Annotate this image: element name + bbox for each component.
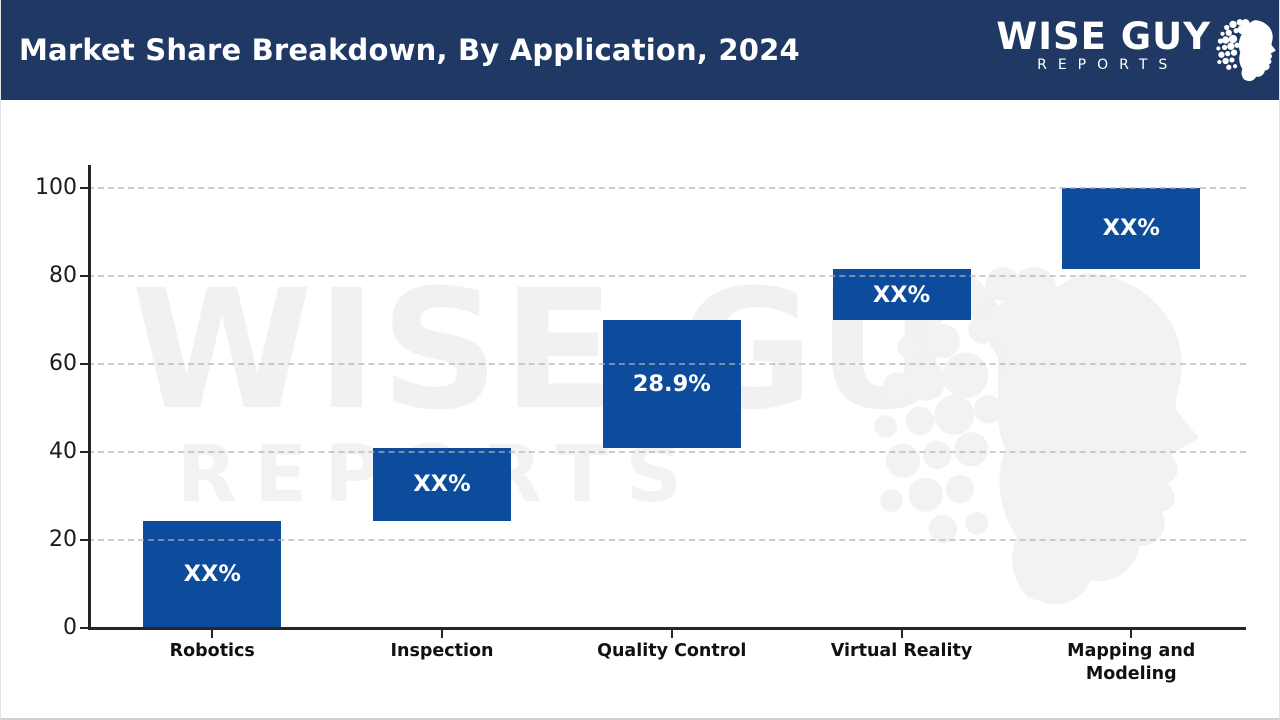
bar-value-label: 28.9%	[632, 370, 711, 397]
bar	[143, 520, 282, 628]
y-tick-mark	[80, 274, 88, 277]
logo-wordmark: WISE GUY REPORTS	[996, 18, 1211, 72]
bar-value-label: XX%	[413, 471, 471, 498]
y-tick-label: 100	[35, 174, 77, 200]
y-gridline	[88, 186, 1246, 189]
x-category-label: Virtual Reality	[830, 641, 973, 661]
page-title: Market Share Breakdown, By Application, …	[19, 33, 800, 67]
y-gridline	[88, 450, 1246, 453]
logo-line1: WISE GUY	[996, 15, 1211, 58]
y-gridline	[88, 274, 1246, 277]
header: Market Share Breakdown, By Application, …	[1, 0, 1279, 100]
x-tick-mark	[670, 629, 673, 638]
y-tick-mark	[80, 450, 88, 453]
x-category-label: Robotics	[169, 641, 255, 661]
y-tick-mark	[80, 362, 88, 365]
y-tick-mark	[80, 538, 88, 541]
x-tick-mark	[441, 629, 443, 638]
x-category-label: Mapping and Modeling	[1067, 641, 1196, 684]
bar-value-label: XX%	[1102, 215, 1160, 242]
bar	[373, 447, 511, 521]
x-tick-mark	[900, 629, 903, 638]
bar	[1062, 187, 1201, 270]
y-tick-label: 20	[49, 526, 77, 552]
x-category-label: Quality Control	[597, 641, 747, 661]
y-tick-mark	[80, 186, 88, 189]
bar	[832, 269, 971, 321]
y-tick-label: 60	[49, 350, 77, 376]
y-tick-label: 40	[49, 438, 77, 464]
y-gridline	[88, 362, 1246, 365]
x-axis-line	[88, 626, 1246, 630]
logo-line2: REPORTS	[1037, 57, 1179, 73]
x-tick-mark	[211, 629, 214, 638]
watermark-face-icon	[874, 267, 1199, 605]
logo-face-icon	[1216, 19, 1276, 82]
y-tick-label: 80	[49, 262, 77, 288]
y-gridline	[88, 538, 1246, 541]
bar-value-label: XX%	[183, 561, 241, 588]
y-axis-line	[88, 165, 91, 630]
y-tick-mark	[80, 626, 88, 629]
y-tick-label: 0	[63, 614, 77, 640]
x-category-label: Inspection	[390, 641, 494, 661]
bar	[602, 320, 741, 448]
x-tick-mark	[1130, 629, 1133, 638]
bar-value-label: XX%	[872, 281, 931, 308]
